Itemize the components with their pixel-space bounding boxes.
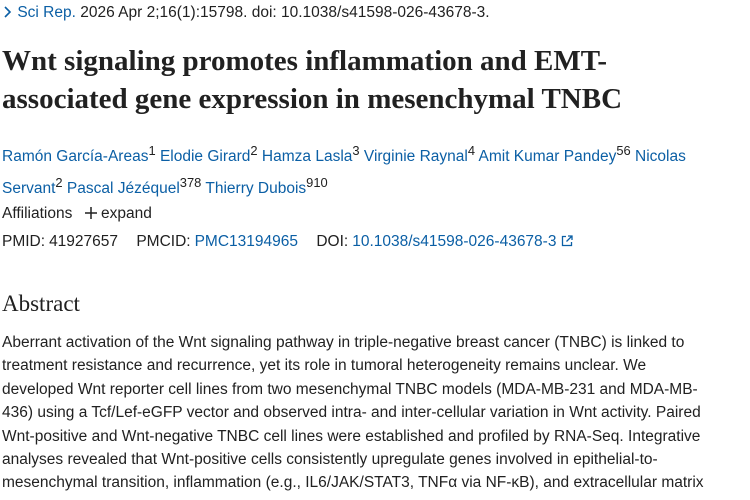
author-link[interactable]: Virginie Raynal [363,148,468,166]
affiliation-ref[interactable]: 3 [352,143,360,158]
title-line: associated gene expression in mesenchyma… [2,83,623,115]
identifiers: PMID: 41927657 PMCID: PMC13194965 DOI: 10.1… [2,231,573,253]
author: Pascal Jézéquel378 [66,175,201,198]
expand-text: expand [101,205,152,222]
author: Elodie Girard2 [159,143,258,166]
abstract-heading: Abstract [2,291,80,316]
abstract-line: developed Wnt reporter cell lines from t… [2,380,698,398]
journal-link[interactable]: Sci Rep. [17,4,76,21]
author-link[interactable]: Amit Kumar Pandey [478,148,617,166]
affiliation-ref[interactable]: 7 [186,175,195,191]
author-link[interactable]: Thierry Dubois [205,180,307,198]
abstract-line: analyses revealed that Wnt-positive cell… [2,451,658,469]
abstract-line: Wnt-positive and Wnt-negative TNBC cell … [2,427,701,445]
pmid-label: PMID: [2,233,46,250]
article-title: Wnt signaling promotes inflammation and … [2,42,622,118]
author: Hamza Lasla3 [261,143,360,166]
expand-button[interactable]: expand [84,205,152,222]
abstract-text: Aberrant activation of the Wnt signaling… [2,331,704,495]
affiliations-label: Affiliations [2,205,73,222]
author: Amit Kumar Pandey56 [478,143,631,166]
pmcid-link[interactable]: PMC13194965 [194,233,299,250]
affiliation-ref[interactable]: 8 [194,175,202,191]
abstract-line: mesenchymal transition, inflammation (e.… [2,474,704,492]
pmid: 41927657 [49,233,119,250]
author-link[interactable]: Nicolas Servant [2,148,686,198]
author-link[interactable]: Ramón García-Areas [2,148,149,166]
abstract-line: treatment resistance and recurrence, yet… [2,357,647,375]
author-link[interactable]: Hamza Lasla [261,148,353,166]
citation: 2026 Apr 2;16(1):15798. doi: 10.1038/s41… [80,4,490,21]
pmcid-label: PMCID: [136,233,191,250]
author-list: Ramón García-Areas1 Elodie Girard2 Hamza… [2,138,742,202]
author-link[interactable]: Elodie Girard [159,148,251,166]
title-line: Wnt signaling promotes inflammation and … [2,45,608,77]
affiliation-ref[interactable]: 2 [55,175,63,191]
affiliation-ref[interactable]: 6 [623,143,631,158]
abstract-line: Aberrant activation of the Wnt signaling… [2,334,685,351]
affiliations-row: Affiliations expand [2,203,152,225]
external-link-icon [561,235,573,247]
affiliation-ref[interactable]: 4 [467,143,476,158]
doi-link[interactable]: 10.1038/s41598-026-43678-3 [352,233,557,250]
abstract-line: 436) using a Tcf/Lef-eGFP vector and obs… [2,404,701,422]
author: Nicolas Servant2 [2,148,686,197]
affiliation-ref[interactable]: 1 [148,143,156,158]
author: Ramón García-Areas1 [2,143,156,166]
author: Thierry Dubois910 [205,175,327,198]
affiliation-ref[interactable]: 9 [306,175,314,191]
plus-icon [84,207,97,219]
journal-line: Sci Rep. 2026 Apr 2;16(1):15798. doi: 10… [3,2,490,24]
affiliation-ref[interactable]: 3 [179,175,187,191]
doi-label: DOI: [316,233,349,250]
affiliation-ref[interactable]: 10 [313,175,328,191]
affiliation-ref[interactable]: 2 [250,143,258,158]
author-link[interactable]: Pascal Jézéquel [66,180,180,198]
author: Virginie Raynal4 [363,143,475,166]
affiliation-ref[interactable]: 5 [616,143,624,158]
chevron-icon [4,6,12,18]
